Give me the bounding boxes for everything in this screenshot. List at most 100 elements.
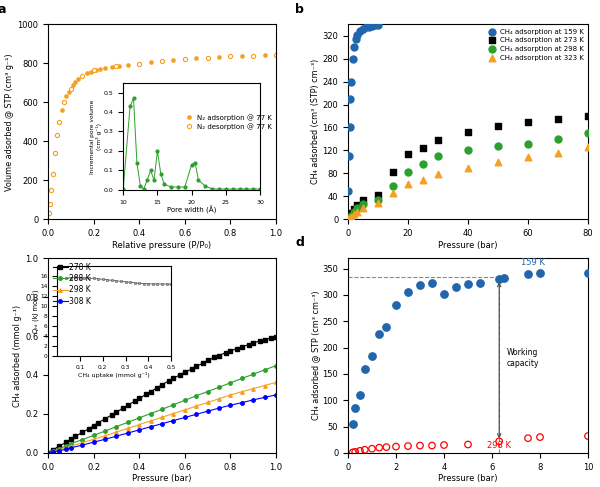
N₂ adsorption @ 77 K [51,150,58,156]
Point [583,432,593,440]
Point [355,391,365,399]
298 K [90,436,97,442]
298 K [215,396,223,402]
288 K [49,449,56,454]
308 K [170,418,177,424]
308 K [113,433,120,439]
298 K [272,379,280,385]
278 K [79,430,86,435]
278 K [85,426,92,431]
CH₄ adsorption at 323 K [343,215,353,223]
CH₄ adsorption at 159 K [350,35,360,42]
278 K [268,335,275,341]
Point [355,447,365,455]
CH₄ adsorption at 273 K [388,168,398,175]
Point [367,352,377,359]
CH₄ adsorption at 323 K [583,143,593,151]
CH₄ adsorption at 298 K [463,147,473,154]
Point [382,443,391,451]
288 K [90,432,97,438]
CH₄ adsorption at 159 K [348,55,358,63]
CH₄ adsorption at 298 K [344,213,354,221]
308 K [147,424,154,430]
Point [360,365,370,373]
308 K [79,442,86,448]
CH₄ adsorption at 273 K [352,201,362,209]
N₂ desorption @ 77 K [47,201,54,206]
X-axis label: Pressure (bar): Pressure (bar) [132,474,192,484]
Point [439,290,449,298]
278 K [170,375,177,381]
CH₄ adsorption at 159 K [358,25,368,33]
N₂ adsorption @ 77 K [272,52,280,57]
CH₄ adsorption at 323 K [553,149,563,157]
278 K [108,412,115,418]
278 K [136,395,143,401]
CH₄ adsorption at 273 K [553,115,563,123]
N₂ desorption @ 77 K [250,53,257,58]
298 K [227,392,234,398]
298 K [101,433,109,439]
Point [415,281,425,289]
CH₄ adsorption at 298 K [344,214,354,222]
N₂ adsorption @ 77 K [53,132,61,138]
308 K [158,421,166,427]
Point [427,442,437,450]
N₂ adsorption @ 77 K [49,171,56,177]
Point [350,448,360,456]
278 K [44,450,52,456]
308 K [62,446,70,452]
Line: N₂ adsorption @ 77 K: N₂ adsorption @ 77 K [47,53,278,215]
Point [367,445,377,452]
CH₄ adsorption at 159 K [349,43,359,51]
CH₄ adsorption at 323 K [523,153,533,161]
Point [403,288,413,296]
CH₄ adsorption at 323 K [344,215,354,223]
298 K [204,399,211,405]
CH₄ adsorption at 159 K [355,27,365,35]
298 K [49,449,56,455]
N₂ adsorption @ 77 K [97,66,104,72]
308 K [215,405,223,411]
Legend: CH₄ adsorption at 159 K, CH₄ adsorption at 273 K, CH₄ adsorption at 298 K, CH₄ a: CH₄ adsorption at 159 K, CH₄ adsorption … [484,28,584,61]
N₂ adsorption @ 77 K [61,99,68,105]
288 K [62,443,70,449]
Point [523,270,533,278]
N₂ desorption @ 77 K [90,67,97,73]
288 K [215,384,223,390]
308 K [56,448,63,454]
CH₄ adsorption at 323 K [433,170,443,178]
CH₄ adsorption at 159 K [364,23,374,31]
278 K [154,385,161,391]
CH₄ adsorption at 323 K [463,164,473,171]
N₂ adsorption @ 77 K [215,54,223,60]
CH₄ adsorption at 273 K [493,122,503,130]
Point [391,301,401,309]
N₂ desorption @ 77 K [136,60,143,66]
298 K [170,411,177,416]
N₂ adsorption @ 77 K [67,86,74,92]
Point [382,323,391,331]
278 K [176,372,184,378]
298 K [261,383,268,389]
CH₄ adsorption at 273 K [349,205,359,213]
CH₄ adsorption at 323 K [346,213,356,221]
N₂ desorption @ 77 K [79,73,86,79]
308 K [193,412,200,417]
Point [391,443,401,450]
Point [475,280,485,287]
N₂ adsorption @ 77 K [250,53,257,58]
CH₄ adsorption at 159 K [361,23,371,31]
CH₄ adsorption at 273 K [403,150,413,158]
Point [427,279,437,287]
N₂ desorption @ 77 K [227,54,234,59]
288 K [181,397,188,403]
278 K [188,366,195,372]
N₂ adsorption @ 77 K [101,65,109,71]
278 K [272,334,280,340]
278 K [56,443,63,449]
288 K [44,450,52,456]
Point [348,420,358,428]
288 K [158,406,166,412]
N₂ adsorption @ 77 K [79,73,86,79]
